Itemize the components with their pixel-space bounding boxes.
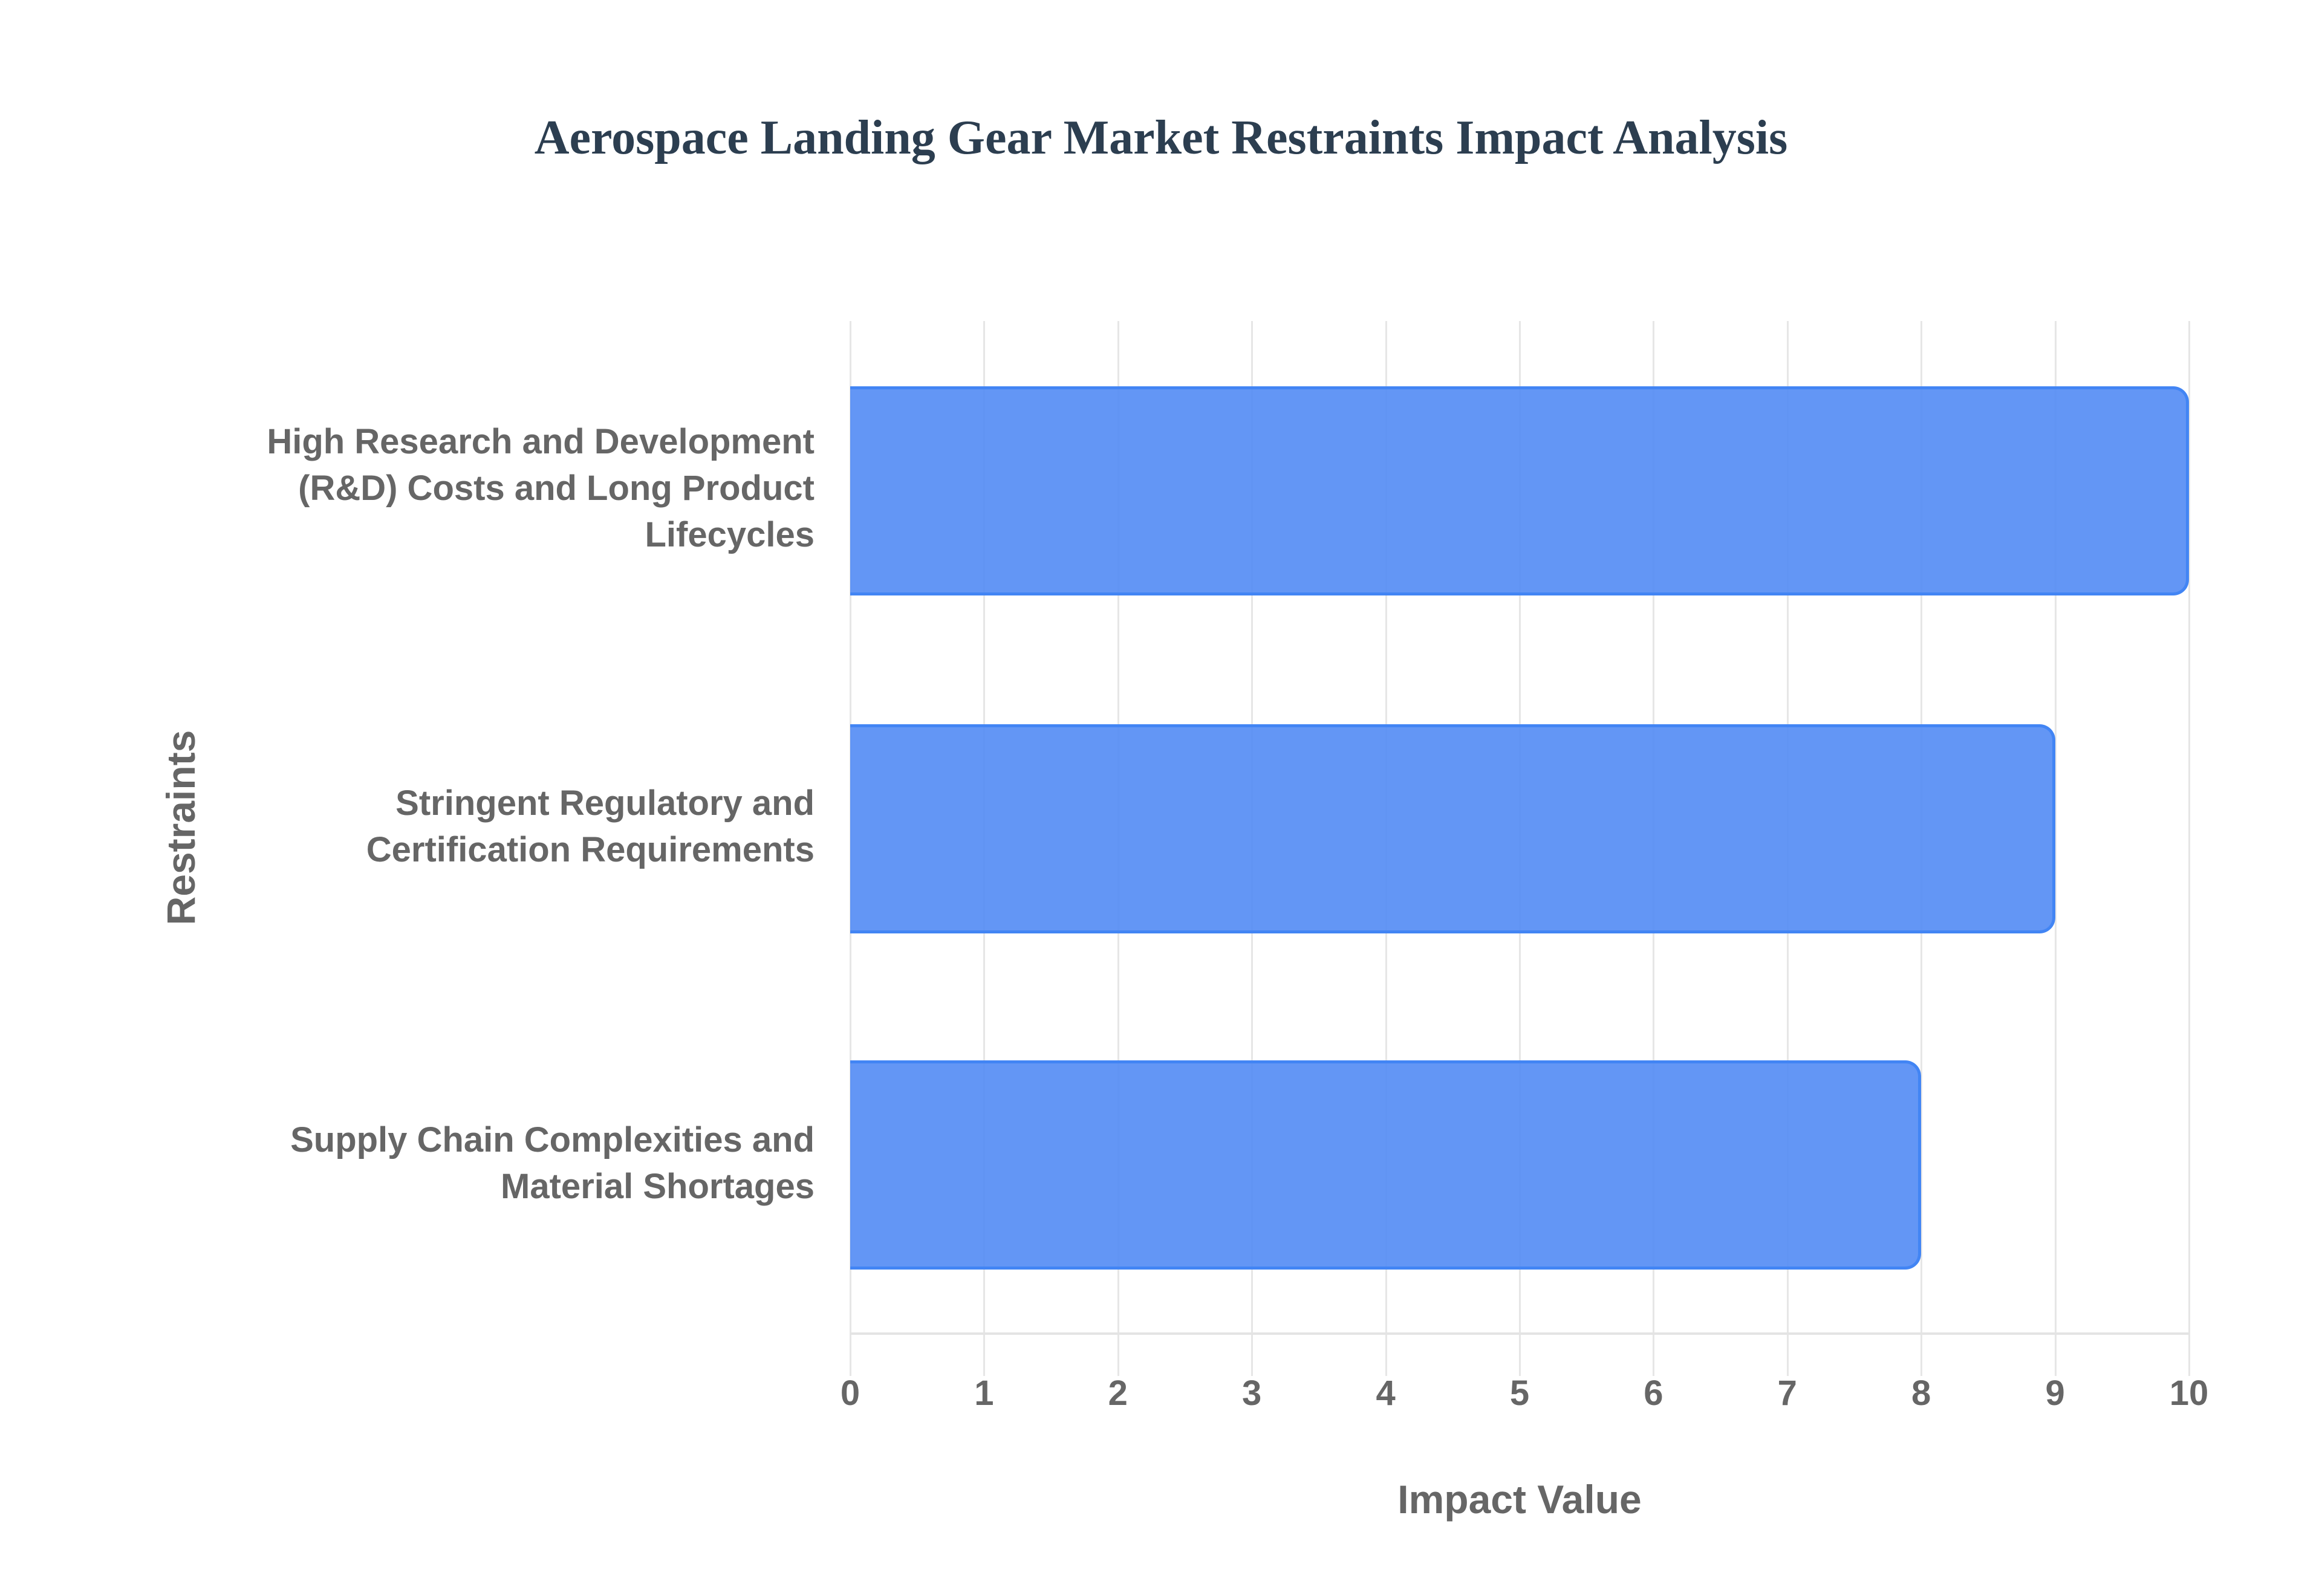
x-tick-label: 6 bbox=[1644, 1374, 1663, 1413]
bar-supply-chain[interactable] bbox=[850, 1060, 1922, 1270]
x-tick-label: 0 bbox=[840, 1374, 860, 1413]
x-tick-label: 7 bbox=[1777, 1374, 1797, 1413]
x-axis-line bbox=[850, 1332, 2189, 1335]
x-tick-label: 10 bbox=[2169, 1374, 2209, 1413]
plot-area bbox=[850, 321, 2190, 1376]
x-tick-label: 4 bbox=[1376, 1374, 1396, 1413]
x-axis-title: Impact Value bbox=[1397, 1477, 1642, 1522]
x-tick-label: 3 bbox=[1242, 1374, 1262, 1413]
y-tick-label: Stringent Regulatory and Certification R… bbox=[366, 783, 815, 869]
gridline bbox=[2054, 321, 2057, 1376]
y-tick-label: Supply Chain Complexities and Material S… bbox=[290, 1120, 815, 1206]
bar-regulatory-requirements[interactable] bbox=[850, 724, 2055, 933]
gridline bbox=[2188, 321, 2190, 1376]
x-tick-label: 8 bbox=[1911, 1374, 1931, 1413]
x-tick-label: 1 bbox=[974, 1374, 994, 1413]
y-tick-label: High Research and Development (R&D) Cost… bbox=[267, 422, 815, 554]
x-tick-label: 2 bbox=[1108, 1374, 1128, 1413]
chart-title: Aerospace Landing Gear Market Restraints… bbox=[534, 111, 1788, 164]
x-tick-label: 9 bbox=[2045, 1374, 2065, 1413]
bar-high-rd-costs[interactable] bbox=[850, 386, 2189, 595]
x-tick-label: 5 bbox=[1509, 1374, 1530, 1413]
